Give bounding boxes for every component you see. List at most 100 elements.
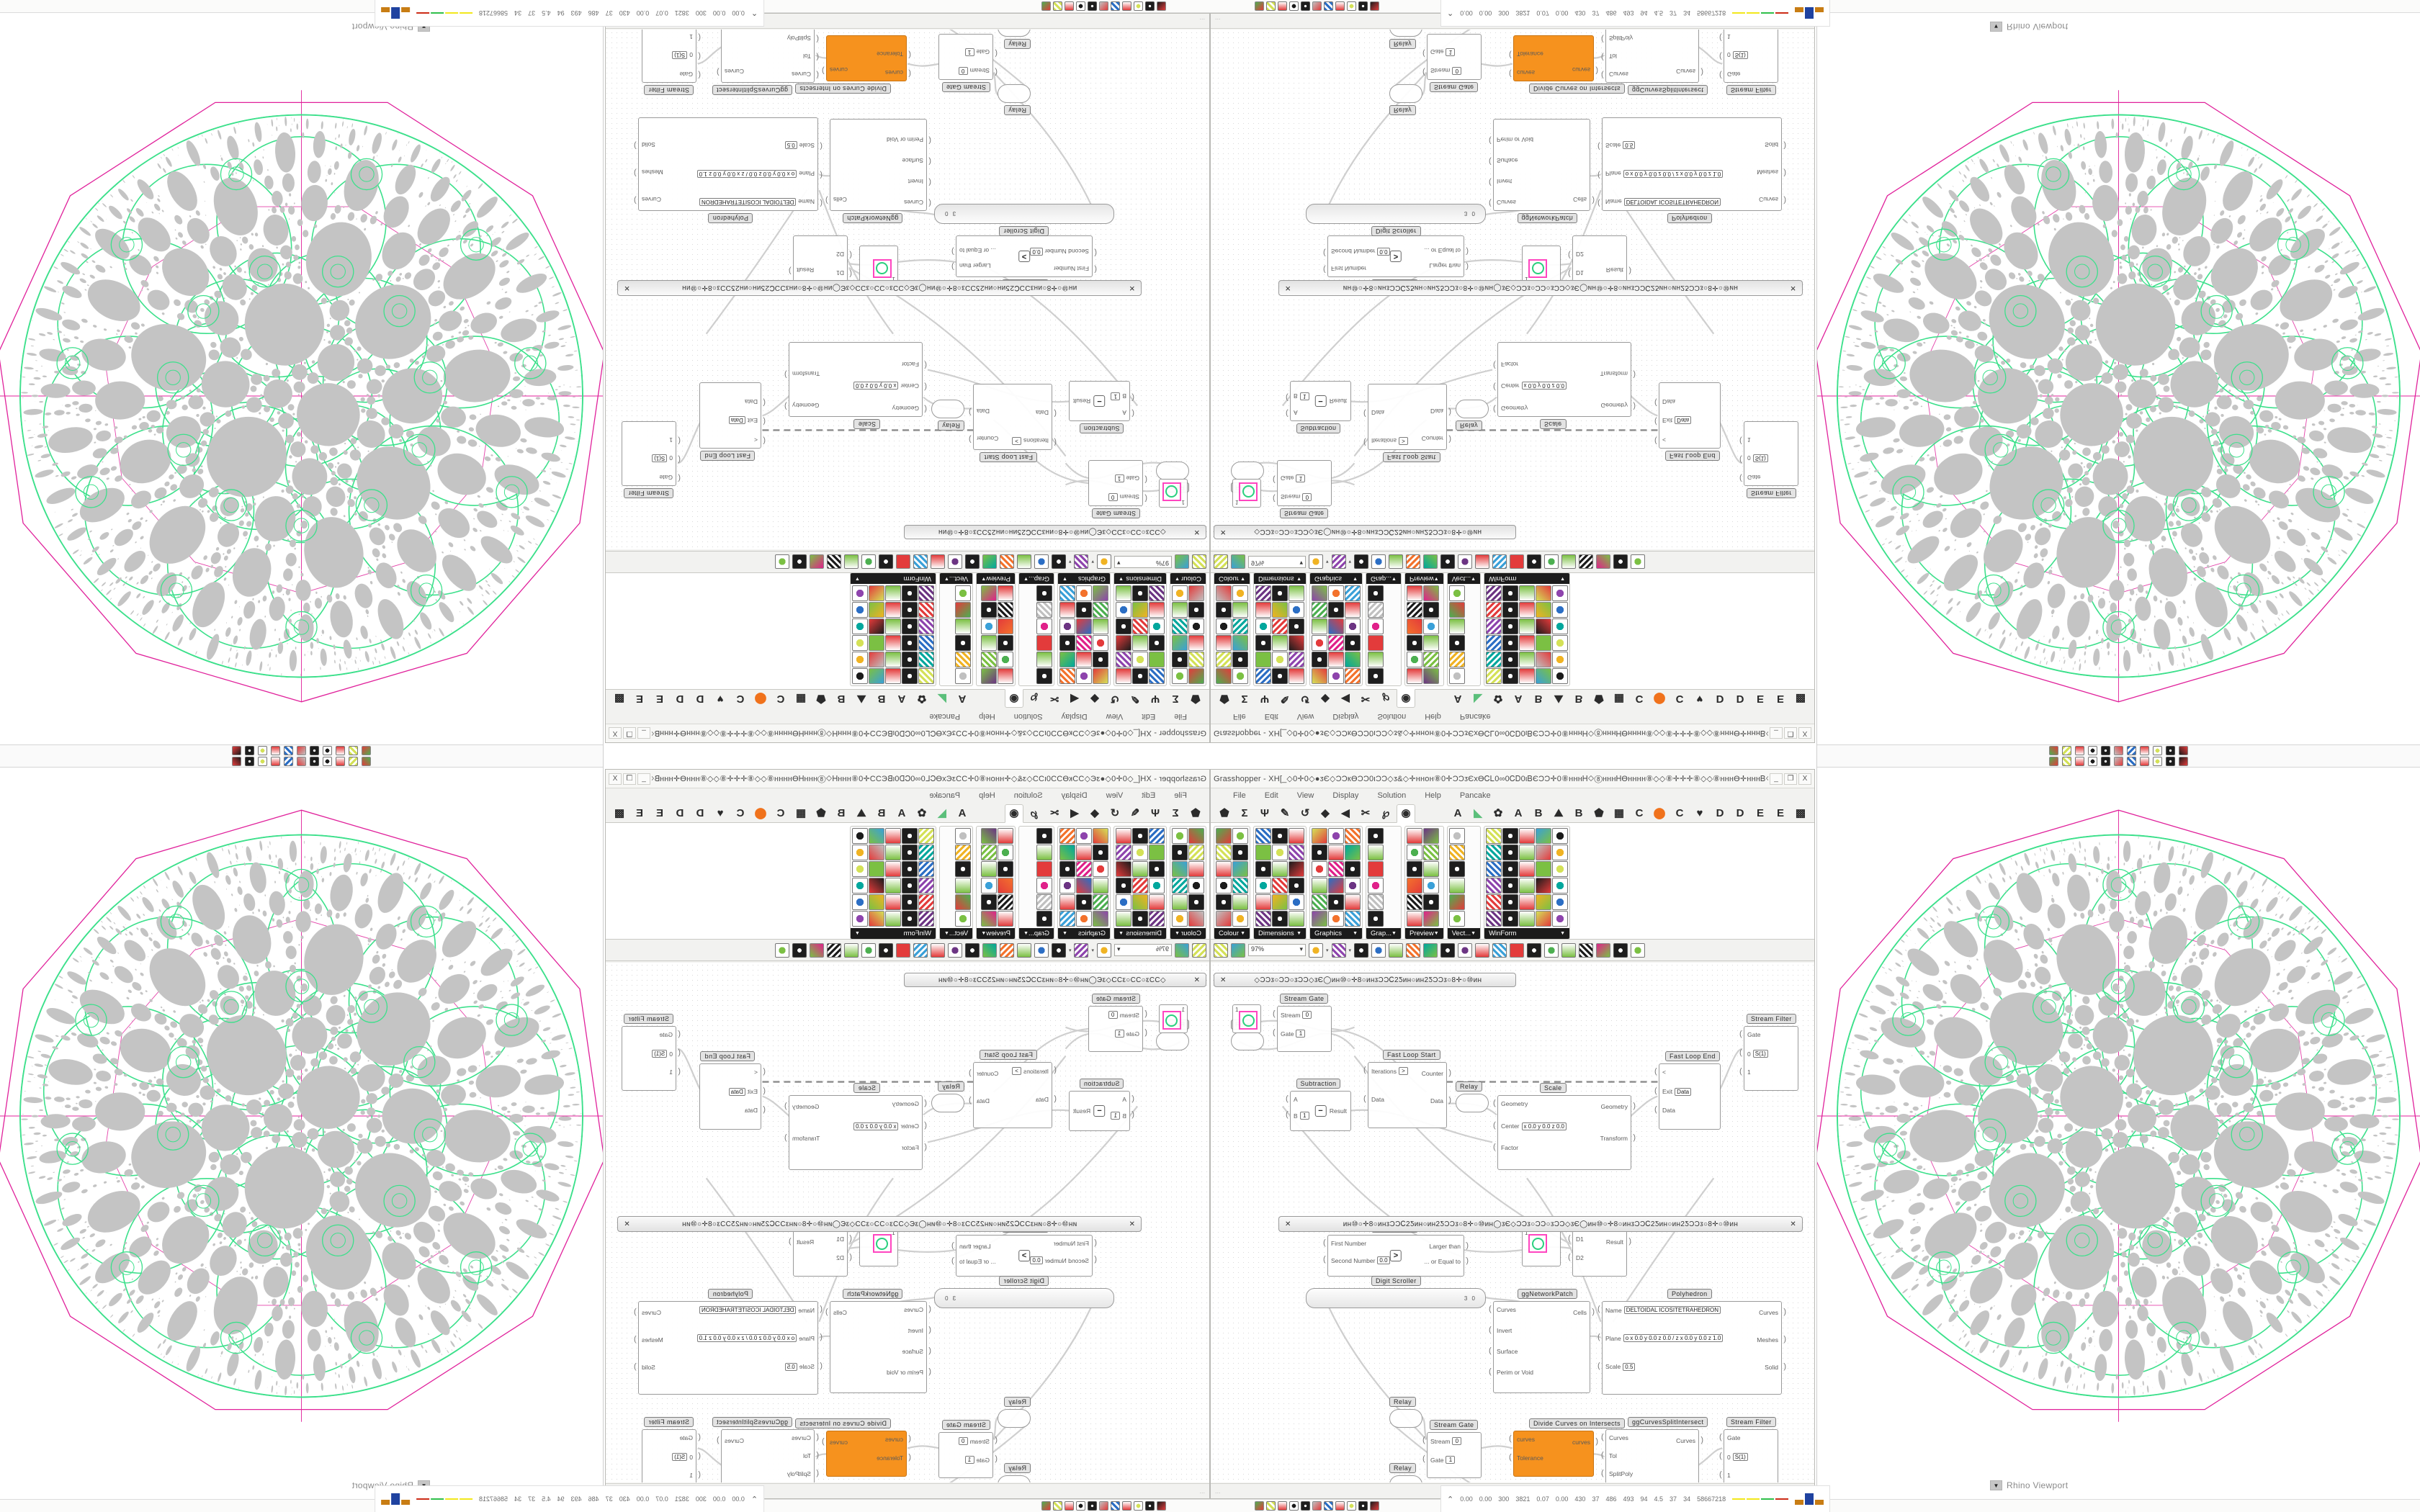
chevron-down-icon[interactable]: ▼ xyxy=(1175,576,1180,581)
gh-port-nub[interactable]: ) xyxy=(784,1133,787,1142)
component-icon[interactable] xyxy=(901,585,918,601)
gh-port-nub[interactable]: ) xyxy=(969,1068,972,1077)
gh-node-param2[interactable]: 1 xyxy=(859,1228,898,1266)
app-dark-icon[interactable] xyxy=(1254,1,1264,11)
flame-icon[interactable] xyxy=(1354,554,1369,570)
gha-assembly-icon[interactable] xyxy=(1423,554,1438,570)
component-icon[interactable] xyxy=(1188,878,1204,894)
component-icon[interactable] xyxy=(868,585,884,601)
gh-node-relay2[interactable] xyxy=(931,1094,964,1112)
gh-port-nub[interactable]: ) xyxy=(1448,408,1451,416)
gh-node-streamgate2[interactable]: Stream 0(Gate 1( xyxy=(1422,34,1482,80)
menu-item-view[interactable]: View xyxy=(1296,712,1314,721)
component-icon[interactable] xyxy=(981,878,998,894)
gh-port-input[interactable]: Gate 1 xyxy=(1114,474,1139,482)
component-icon[interactable] xyxy=(1149,845,1165,860)
preview-eye-icon[interactable] xyxy=(1074,942,1089,958)
gh-port-value[interactable]: S(1) xyxy=(652,1050,668,1058)
gh-node-digitscroll1[interactable]: 3 0 xyxy=(1306,204,1486,224)
gh-port-nub[interactable]: ) xyxy=(717,68,720,76)
gh-port-value[interactable]: 1 xyxy=(964,48,974,56)
gh-node-fastloopend[interactable]: <(Exit Data(Data( xyxy=(699,1063,766,1130)
ribbon-tab-right-5[interactable]: ⛰ xyxy=(856,807,866,819)
component-icon[interactable] xyxy=(1519,668,1536,684)
component-icon[interactable] xyxy=(1059,861,1075,877)
gh-port-value[interactable]: DELTOIDAL ICOSITETRAHEDRON xyxy=(1623,198,1721,206)
ribbon-tab-right-17[interactable]: ▩ xyxy=(1795,693,1806,705)
gh-port-nub[interactable]: ( xyxy=(816,1451,819,1459)
gh-port-nub[interactable]: ( xyxy=(1719,52,1722,60)
component-icon[interactable] xyxy=(1036,828,1052,844)
gh-port-nub[interactable]: ( xyxy=(1739,436,1742,445)
component-icon[interactable] xyxy=(1289,652,1304,667)
gh-port-input[interactable]: Geometry xyxy=(1501,405,1528,412)
gh-port-nub[interactable]: ( xyxy=(820,1305,823,1313)
ribbon-group-vect[interactable]: Vect... ▼ xyxy=(938,826,974,940)
component-icon[interactable] xyxy=(918,635,934,651)
ribbon-tab-right-6[interactable]: B xyxy=(837,693,846,705)
component-icon[interactable] xyxy=(998,652,1014,667)
gh-port-output[interactable]: Result xyxy=(1605,266,1623,274)
ribbon-group-graphics[interactable]: Graphics ▼ xyxy=(1309,572,1363,686)
ribbon-tab-left-3[interactable]: ✎ xyxy=(1280,693,1290,705)
gh-port-nub[interactable]: ( xyxy=(1363,409,1366,418)
gh-port-nub[interactable]: ( xyxy=(1131,409,1134,418)
component-icon[interactable] xyxy=(1132,845,1148,860)
gh-node-largerthan[interactable]: First Number(Second Number 0.0(Larger tha… xyxy=(951,1235,1097,1277)
gh-node-param2[interactable]: 1 xyxy=(1522,246,1561,284)
gh-node-streamfilter1[interactable]: Gate(0 S(1)(1( xyxy=(622,1026,681,1091)
gh-port-nub[interactable]: ( xyxy=(1493,382,1496,392)
gh-node-subtraction[interactable]: A(B 1(Result − xyxy=(1069,1091,1134,1131)
gh-port-output[interactable]: Transform xyxy=(792,1135,820,1142)
gh-port-input[interactable]: < xyxy=(754,436,758,444)
fit-view-icon[interactable] xyxy=(1097,942,1111,958)
component-icon[interactable] xyxy=(851,618,868,634)
ribbon-group-preview[interactable]: Preview ▼ xyxy=(976,826,1016,940)
gh-port-input[interactable]: Data xyxy=(1371,409,1384,416)
component-icon[interactable] xyxy=(1116,652,1131,667)
component-icon[interactable] xyxy=(955,845,972,860)
chevron-down-icon[interactable]: ▼ xyxy=(1062,931,1067,936)
gh-port-input[interactable]: SplitPoly xyxy=(787,1470,811,1477)
gh-port-input[interactable]: Exit Data xyxy=(728,1087,758,1096)
ribbon-group-graphics[interactable]: Graphics ▼ xyxy=(1057,572,1111,686)
ribbon-tab-right-11[interactable]: C xyxy=(736,807,745,819)
ribbon-group-caption[interactable]: WinForm ▼ xyxy=(850,928,936,939)
blue-doc-icon[interactable] xyxy=(1087,1,1097,11)
component-icon[interactable] xyxy=(1486,602,1502,618)
gh-port-nub[interactable]: ) xyxy=(822,1437,825,1446)
ribbon-group-caption[interactable]: Graphics ▼ xyxy=(1058,573,1110,584)
component-icon[interactable] xyxy=(1272,618,1288,634)
gh-port-nub[interactable]: ( xyxy=(1654,397,1657,407)
red-sphere-icon[interactable] xyxy=(1561,554,1577,570)
component-icon[interactable] xyxy=(1502,652,1519,667)
gh-port-nub[interactable]: ( xyxy=(1601,35,1604,43)
component-icon[interactable] xyxy=(1059,602,1075,618)
gh-port-nub[interactable]: ) xyxy=(951,1256,954,1265)
menu-item-help[interactable]: Help xyxy=(1425,712,1441,721)
component-icon[interactable] xyxy=(1036,911,1052,927)
component-icon[interactable] xyxy=(1076,652,1092,667)
ribbon-group-body[interactable] xyxy=(851,584,936,685)
component-icon[interactable] xyxy=(981,602,998,618)
gh-port-input[interactable]: 1 xyxy=(669,436,673,444)
component-icon[interactable] xyxy=(918,652,934,667)
profiler-icon[interactable] xyxy=(1371,554,1386,570)
component-icon[interactable] xyxy=(884,845,901,860)
gh-node-label-scale1[interactable]: Scale xyxy=(853,419,880,429)
ribbon-tab-right-2[interactable]: ✿ xyxy=(917,693,927,705)
gh-port-value[interactable]: 0 xyxy=(958,1437,968,1445)
gh-port-input[interactable]: 0 S(1) xyxy=(652,454,673,462)
component-icon[interactable] xyxy=(918,845,934,860)
blue-doc-icon[interactable] xyxy=(2127,746,2136,755)
component-icon[interactable] xyxy=(1272,602,1288,618)
gh-node-label-ggcurvessplit[interactable]: ggCurvesSplitIntersect xyxy=(712,85,792,95)
gh-port-value[interactable]: 1 xyxy=(1111,392,1121,400)
menu-item-display[interactable]: Display xyxy=(1332,712,1359,721)
gh-port-nub[interactable]: ( xyxy=(1493,405,1496,413)
ribbon-group-caption[interactable]: Vect... ▼ xyxy=(939,928,973,939)
gh-node-value[interactable]: 1 xyxy=(1525,276,1530,282)
blue-doc-icon[interactable] xyxy=(310,746,319,755)
gh-node-value[interactable]: 3 0 xyxy=(944,1295,956,1302)
